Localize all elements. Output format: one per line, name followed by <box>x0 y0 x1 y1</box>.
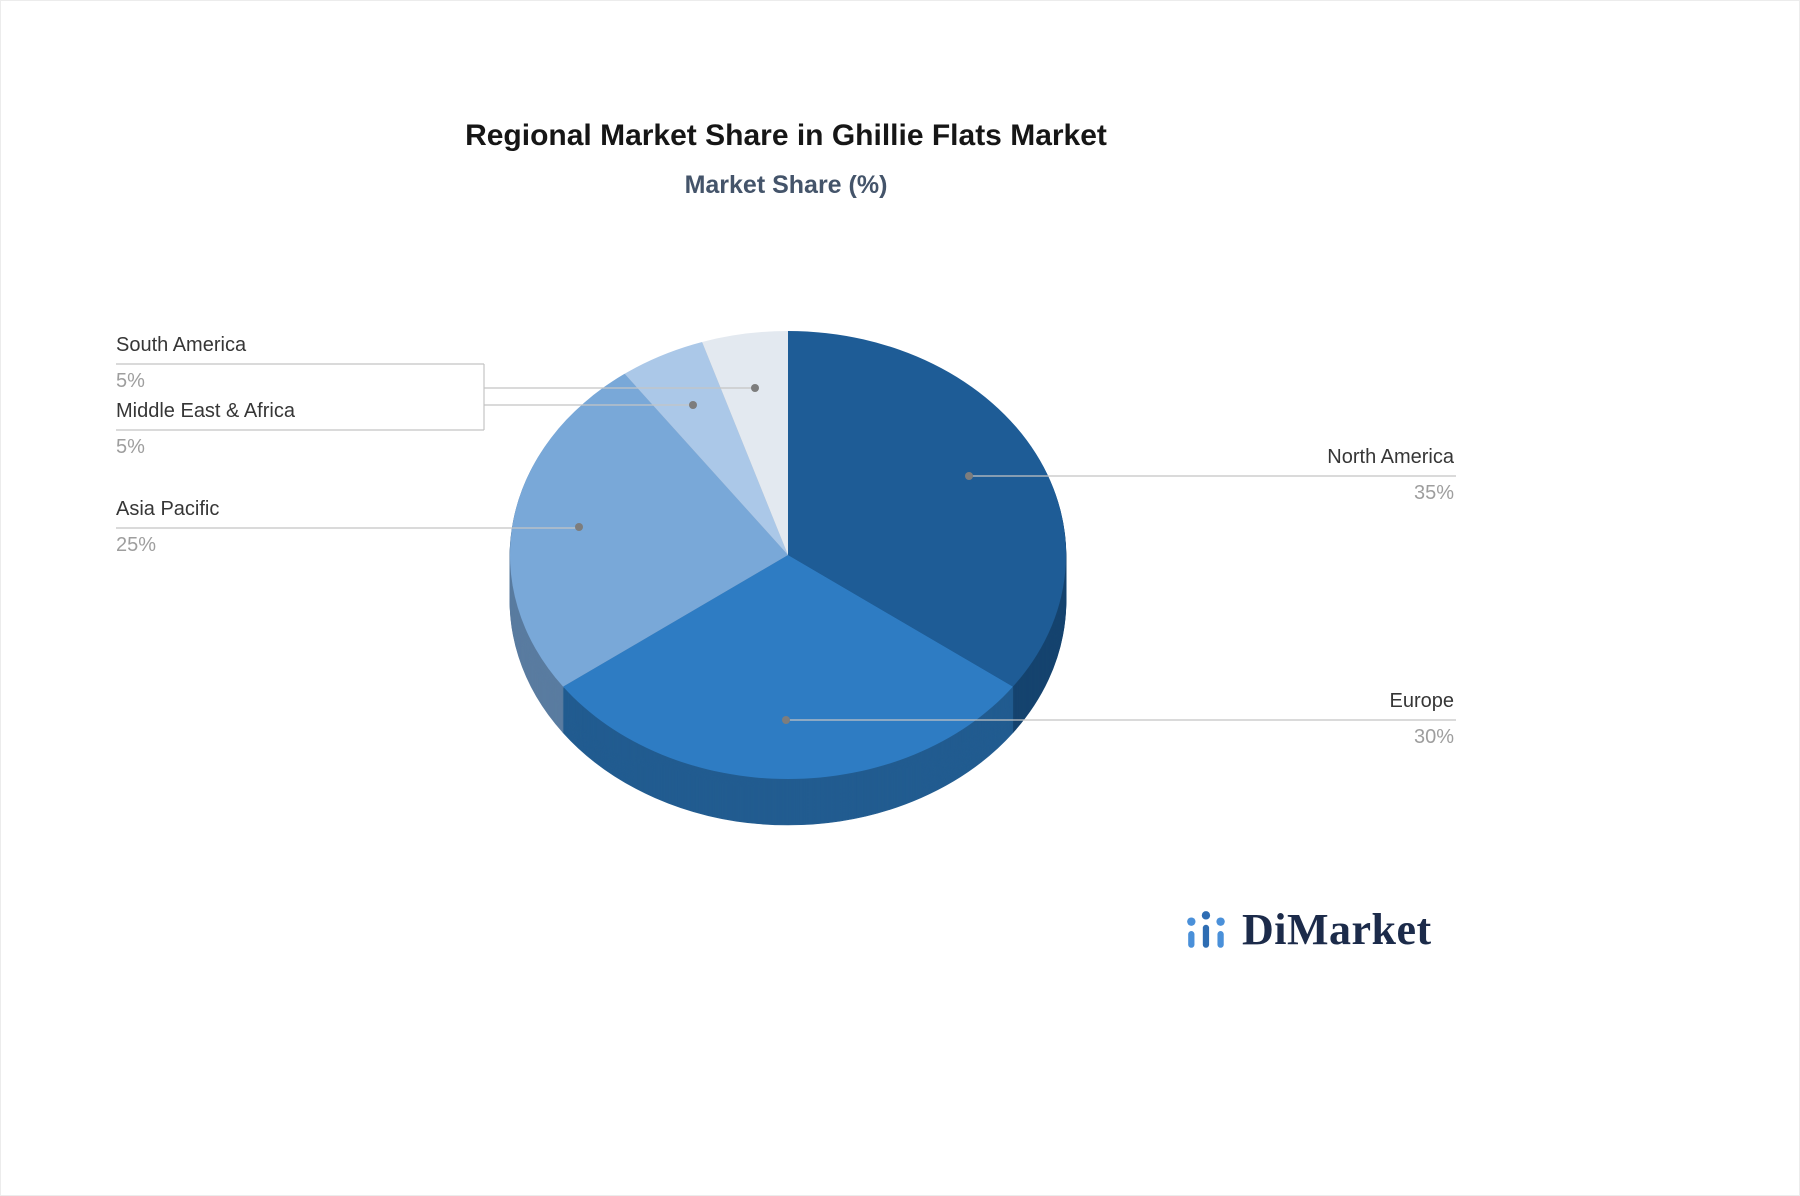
label-south-america-name: South America <box>116 334 247 356</box>
brand-logo: DiMarket <box>1184 904 1432 955</box>
leader-dot <box>689 401 697 409</box>
pie-slice-north-america[interactable] <box>788 331 1066 687</box>
bar-chart-dots-icon <box>1187 910 1225 948</box>
label-europe-name: Europe <box>1389 690 1455 712</box>
leader-dot <box>575 523 583 531</box>
leader-dot <box>751 384 759 392</box>
pie-slice-asia-pacific[interactable] <box>510 373 788 687</box>
chart-header: Regional Market Share in Ghillie Flats M… <box>1 119 1571 200</box>
label-south-america-value: 5% <box>116 370 145 392</box>
chart-subtitle: Market Share (%) <box>684 171 888 199</box>
label-asia-pacific-value: 25% <box>116 534 157 556</box>
pie-slice-europe[interactable] <box>563 555 1013 779</box>
label-asia-pacific-name: Asia Pacific <box>116 498 220 520</box>
leader-dot <box>965 472 973 480</box>
pie-slice-south-america[interactable] <box>702 331 788 555</box>
brand-name: DiMarket <box>1242 905 1432 954</box>
label-north-america-value: 35% <box>1413 482 1454 504</box>
label-middle-east-africa-name: Middle East & Africa <box>116 400 295 422</box>
pie-slice-middle-east-africa[interactable] <box>624 341 788 555</box>
chart-title: Regional Market Share in Ghillie Flats M… <box>465 119 1107 152</box>
label-north-america-name: North America <box>1327 446 1454 468</box>
label-middle-east-africa-value: 5% <box>116 436 145 458</box>
label-europe-value: 30% <box>1413 726 1454 748</box>
leader-dot <box>782 716 790 724</box>
